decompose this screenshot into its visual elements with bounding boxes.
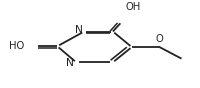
Text: OH: OH [125,2,140,12]
Text: HO: HO [9,41,24,51]
Text: N: N [66,58,74,68]
Text: N: N [75,25,83,35]
Text: O: O [156,34,163,44]
